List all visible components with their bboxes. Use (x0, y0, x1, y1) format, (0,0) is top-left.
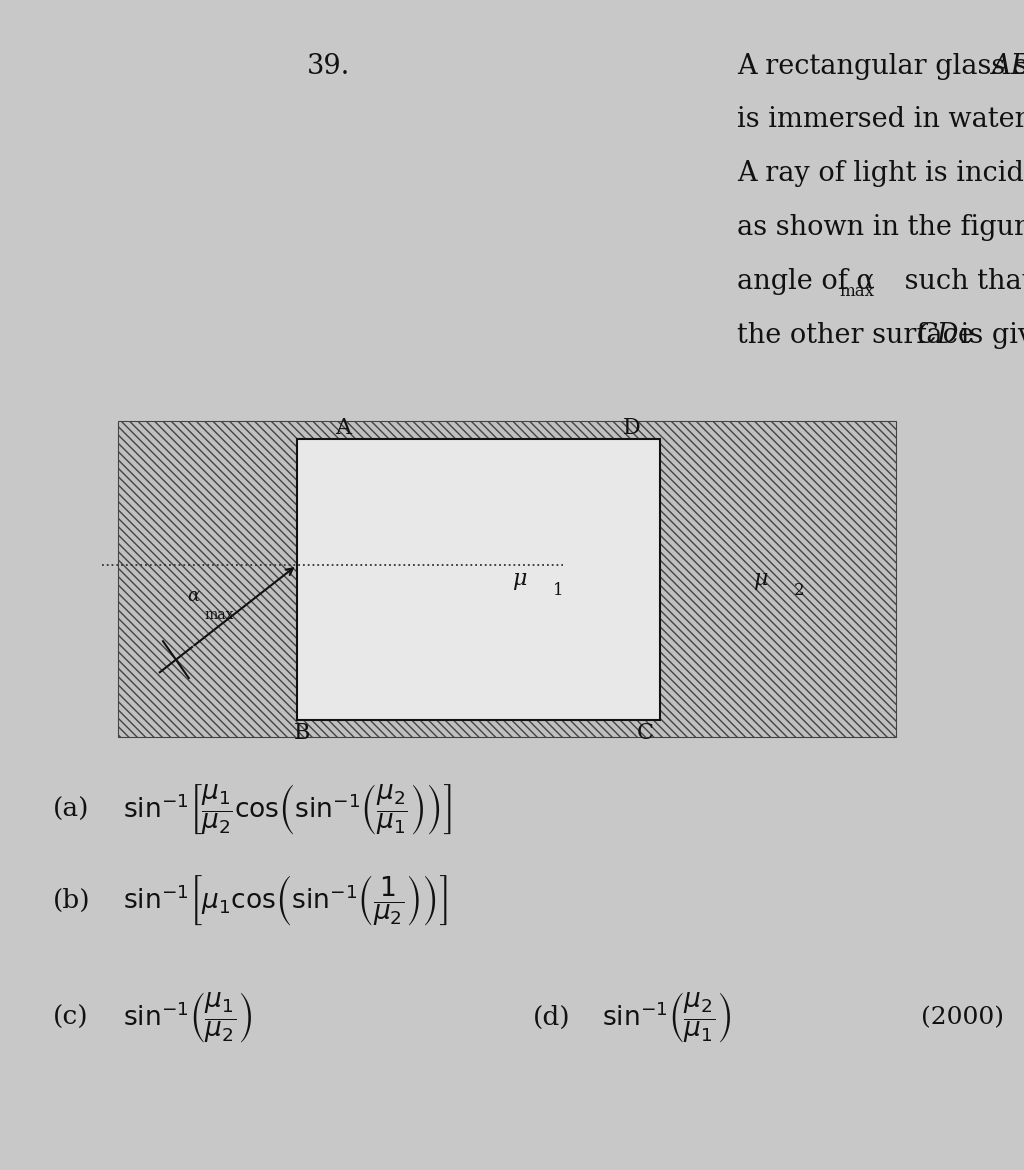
Text: (2000): (2000) (921, 1006, 1004, 1030)
Text: A: A (335, 417, 351, 439)
Text: D: D (623, 417, 641, 439)
Text: such that the ray comes out only from: such that the ray comes out only from (896, 268, 1024, 295)
Text: 2: 2 (794, 583, 804, 599)
Text: μ: μ (512, 569, 526, 590)
Text: (a): (a) (53, 797, 90, 823)
Text: ABCD: ABCD (991, 53, 1024, 80)
Text: C: C (637, 722, 653, 744)
Text: (d): (d) (532, 1005, 570, 1031)
Text: angle of α: angle of α (737, 268, 876, 295)
Text: $\sin^{-1}\!\left(\dfrac{\mu_1}{\mu_2}\right)$: $\sin^{-1}\!\left(\dfrac{\mu_1}{\mu_2}\r… (123, 990, 252, 1046)
Bar (118, 421, 896, 737)
Text: max: max (205, 608, 234, 622)
Text: $\sin^{-1}\!\left(\dfrac{\mu_2}{\mu_1}\right)$: $\sin^{-1}\!\left(\dfrac{\mu_2}{\mu_1}\r… (602, 990, 731, 1046)
Text: the other surface: the other surface (737, 322, 983, 349)
Text: α: α (187, 587, 200, 605)
Text: $\sin^{-1}\!\left[\mu_1\cos\!\left(\sin^{-1}\!\left(\dfrac{1}{\mu_2}\right)\righ: $\sin^{-1}\!\left[\mu_1\cos\!\left(\sin^… (123, 873, 447, 929)
Text: A ray of light is incident at the surface: A ray of light is incident at the surfac… (737, 160, 1024, 187)
Text: (b): (b) (53, 888, 91, 914)
Text: 1: 1 (553, 583, 563, 599)
Bar (297, 439, 660, 720)
Text: is given by: is given by (952, 322, 1024, 349)
Text: B: B (294, 722, 310, 744)
Text: (c): (c) (53, 1005, 89, 1031)
Text: CD: CD (916, 322, 959, 349)
Text: 39.: 39. (307, 53, 350, 80)
Text: $\sin^{-1}\!\left[\dfrac{\mu_1}{\mu_2}\cos\!\left(\sin^{-1}\!\left(\dfrac{\mu_2}: $\sin^{-1}\!\left[\dfrac{\mu_1}{\mu_2}\c… (123, 782, 452, 838)
Text: is immersed in water of refractive index μ: is immersed in water of refractive index… (737, 106, 1024, 133)
Text: A rectangular glass slab: A rectangular glass slab (737, 53, 1024, 80)
Text: μ: μ (753, 569, 767, 590)
Text: max: max (840, 283, 874, 301)
Text: as shown in the figure. The maximum value of the: as shown in the figure. The maximum valu… (737, 214, 1024, 241)
